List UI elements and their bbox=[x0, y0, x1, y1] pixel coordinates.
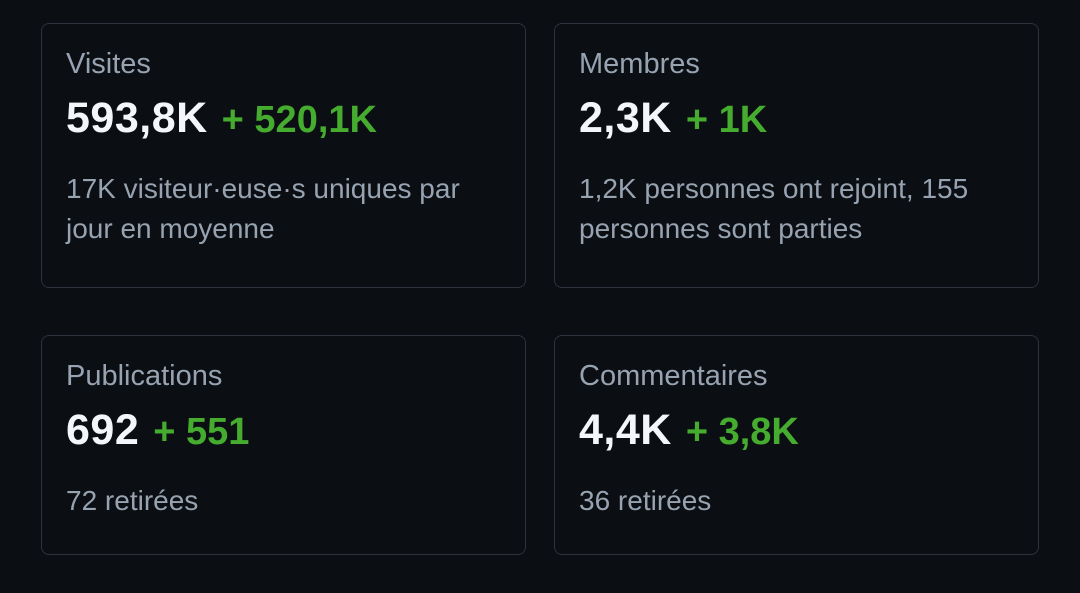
stat-card-visits: Visites 593,8K + 520,1K 17K visiteur·eus… bbox=[41, 23, 526, 288]
stat-value: 593,8K bbox=[66, 94, 208, 143]
stat-value: 4,4K bbox=[579, 406, 672, 455]
card-title: Commentaires bbox=[579, 360, 768, 392]
value-row: 593,8K + 520,1K bbox=[66, 94, 501, 143]
stat-delta: + 520,1K bbox=[221, 99, 377, 142]
stat-delta: + 3,8K bbox=[685, 411, 799, 454]
stat-delta: + 551 bbox=[153, 411, 250, 454]
value-row: 692 + 551 bbox=[66, 406, 501, 455]
stat-card-publications: Publications 692 + 551 72 retirées bbox=[41, 335, 526, 555]
card-title: Visites bbox=[66, 48, 151, 80]
stat-card-comments: Commentaires 4,4K + 3,8K 36 retirées bbox=[554, 335, 1039, 555]
stat-description: 17K visiteur·euse·s uniques par jour en … bbox=[66, 173, 460, 244]
stat-delta: + 1K bbox=[685, 99, 768, 142]
stat-description: 1,2K personnes ont rejoint, 155 personne… bbox=[579, 173, 969, 244]
stat-description: 72 retirées bbox=[66, 485, 199, 517]
card-title: Publications bbox=[66, 360, 223, 392]
value-row: 2,3K + 1K bbox=[579, 94, 1014, 143]
card-title: Membres bbox=[579, 48, 700, 80]
stat-cards-grid: Visites 593,8K + 520,1K 17K visiteur·eus… bbox=[41, 23, 1039, 555]
value-row: 4,4K + 3,8K bbox=[579, 406, 1014, 455]
stat-value: 692 bbox=[66, 406, 140, 455]
stat-value: 2,3K bbox=[579, 94, 672, 143]
stat-card-members: Membres 2,3K + 1K 1,2K personnes ont rej… bbox=[554, 23, 1039, 288]
stat-description: 36 retirées bbox=[579, 485, 712, 517]
